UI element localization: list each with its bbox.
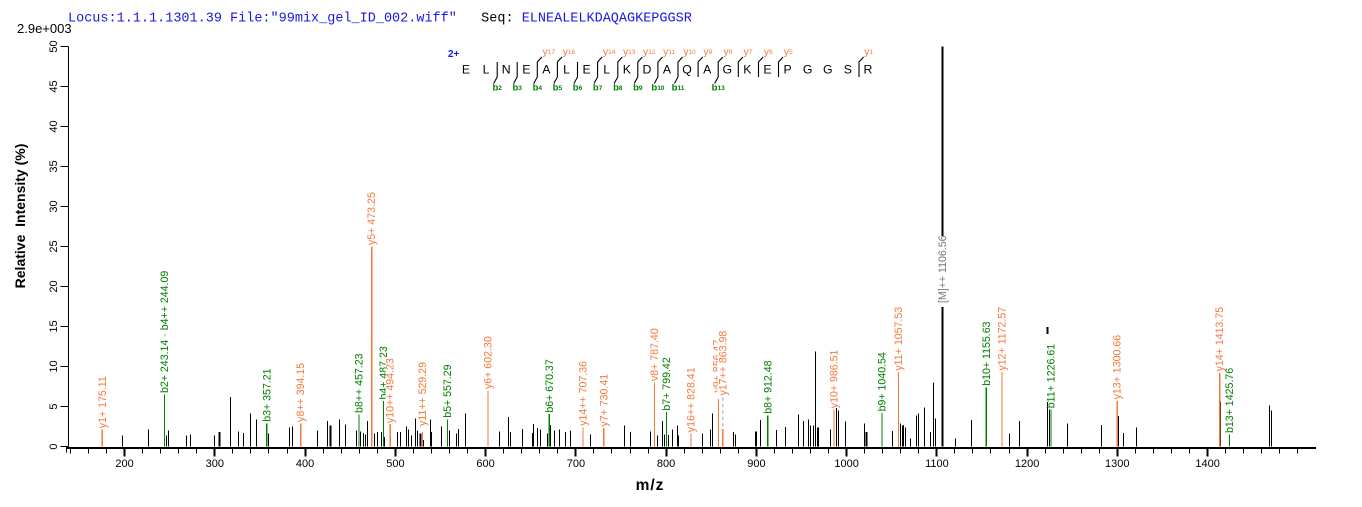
svg-text:1300: 1300 [1105,458,1129,470]
svg-text:y11: y11 [663,46,675,58]
svg-text:1400: 1400 [1195,458,1219,470]
svg-text:y6: y6 [764,46,773,58]
svg-text:y11+ 1057.53: y11+ 1057.53 [893,307,905,371]
svg-text:600: 600 [476,458,494,470]
svg-text:y5+ 473.25: y5+ 473.25 [366,192,378,245]
svg-text:y10++ 494.23: y10++ 494.23 [385,358,397,423]
svg-text:15: 15 [48,320,60,332]
svg-text:20: 20 [48,280,60,292]
svg-text:b3: b3 [512,83,522,94]
svg-text:30: 30 [48,200,60,212]
svg-text:y10+ 986.51: y10+ 986.51 [829,349,841,408]
svg-text:y14++ 707.36: y14++ 707.36 [578,361,590,426]
svg-text:400: 400 [296,458,314,470]
svg-text:[M]++ 1106.56: [M]++ 1106.56 [937,235,949,303]
svg-text:b7+ 799.42: b7+ 799.42 [661,357,673,410]
svg-text:y1: y1 [864,46,873,58]
svg-text:y14+ 1413.75: y14+ 1413.75 [1214,307,1226,372]
svg-text:b7: b7 [593,83,603,94]
svg-text:40: 40 [48,120,60,132]
svg-text:1100: 1100 [925,458,949,470]
svg-text:b8++ 457.23: b8++ 457.23 [353,353,365,413]
svg-text:b4: b4 [533,83,543,94]
svg-text:y5: y5 [784,46,793,58]
svg-text:m/z: m/z [636,477,665,494]
svg-text:2.9e+003: 2.9e+003 [17,21,72,36]
svg-text:y9: y9 [703,46,712,58]
svg-text:b13+ 1425.76: b13+ 1425.76 [1224,368,1236,433]
svg-text:Relative Intensity (%): Relative Intensity (%) [12,144,28,289]
svg-text:b10: b10 [651,83,664,94]
svg-text:b9+ 1040.54: b9+ 1040.54 [877,352,889,411]
svg-text:y6+ 602.30: y6+ 602.30 [482,336,494,389]
svg-text:35: 35 [48,160,60,172]
svg-text:10: 10 [48,360,60,372]
svg-text:ELNEALELKDAQAGKEPGGSR: ELNEALELKDAQAGKEPGGSR [462,63,873,77]
svg-text:y12+ 1172.57: y12+ 1172.57 [997,307,1009,371]
svg-text:b6+ 670.37: b6+ 670.37 [544,359,556,412]
svg-text:y12: y12 [643,46,656,58]
svg-text:1200: 1200 [1015,458,1039,470]
svg-text:y1+ 175.11: y1+ 175.11 [97,376,109,428]
svg-text:b3+ 357.21: b3+ 357.21 [261,368,273,421]
svg-text:700: 700 [567,458,585,470]
svg-text:b6: b6 [573,83,583,94]
svg-text:500: 500 [386,458,404,470]
svg-text:b13: b13 [712,83,725,94]
svg-text:0: 0 [48,443,60,449]
svg-text:b5: b5 [553,83,563,94]
svg-text:b2: b2 [492,83,502,94]
svg-text:y16: y16 [563,46,576,58]
svg-text:2+: 2+ [448,49,460,60]
svg-text:b11: b11 [672,83,685,94]
svg-text:y11++ 529.29: y11++ 529.29 [417,362,429,426]
svg-text:y14: y14 [603,46,616,58]
svg-text:y13+ 1300.66: y13+ 1300.66 [1112,335,1124,400]
svg-text:y17: y17 [543,46,556,58]
svg-text:y8++ 394.15: y8++ 394.15 [295,363,307,422]
svg-text:50: 50 [48,40,60,52]
svg-text:y13: y13 [623,46,636,58]
svg-text:45: 45 [48,80,60,92]
svg-text:y16++ 828.41: y16++ 828.41 [685,367,697,432]
svg-text:v8+ 787.40: v8+ 787.40 [649,328,661,381]
svg-text:y7+ 730.41: y7+ 730.41 [598,374,610,427]
svg-text:y17++ 863.98: y17++ 863.98 [717,331,729,396]
svg-text:b8: b8 [613,83,623,94]
svg-text:5: 5 [48,403,60,409]
svg-text:Locus:1.1.1.1301.39 File:"99mi: Locus:1.1.1.1301.39 File:"99mix_gel_ID_0… [68,12,692,27]
svg-text:200: 200 [115,458,133,470]
svg-text:b2+ 243.14 - b4++ 244.09: b2+ 243.14 - b4++ 244.09 [159,271,171,393]
svg-text:b11+ 1226.61: b11+ 1226.61 [1046,344,1058,408]
svg-text:b10+ 1155.63: b10+ 1155.63 [981,321,993,385]
svg-text:1000: 1000 [834,458,858,470]
svg-text:800: 800 [657,458,675,470]
svg-text:25: 25 [48,240,60,252]
svg-text:y7: y7 [744,46,753,58]
svg-text:b5+ 557.29: b5+ 557.29 [442,364,454,417]
svg-text:900: 900 [747,458,765,470]
svg-text:y10: y10 [683,46,696,58]
svg-text:300: 300 [206,458,224,470]
svg-text:b8+ 912.48: b8+ 912.48 [762,360,774,413]
svg-text:b9: b9 [633,83,643,94]
svg-text:y8: y8 [724,46,733,58]
